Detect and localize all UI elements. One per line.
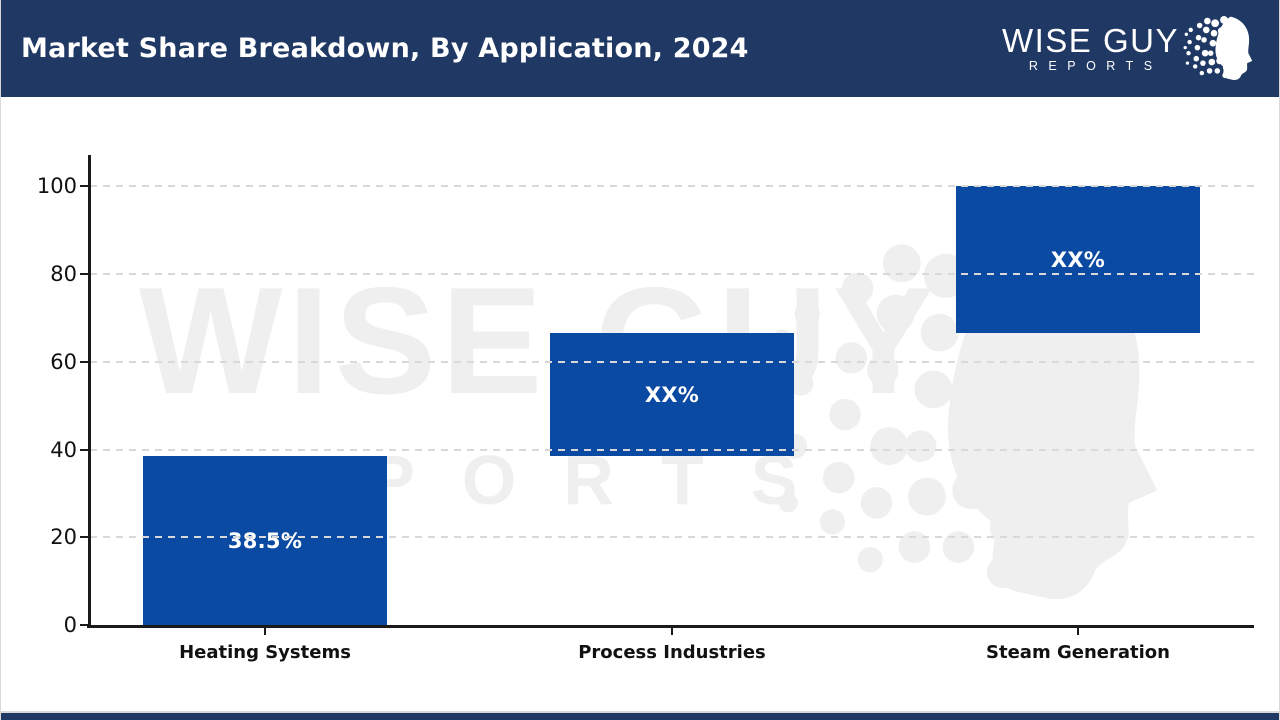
y-tick-mark: [80, 273, 88, 275]
brand-logo: WISE GUY REPORTS: [1002, 14, 1255, 84]
brand-text: WISE GUY REPORTS: [1002, 24, 1179, 73]
y-tick-mark: [80, 185, 88, 188]
gridline-40: [90, 448, 1254, 451]
bar-value-label: XX%: [1050, 247, 1106, 272]
bar-heating-systems: 38.5%: [143, 456, 387, 625]
y-tick-mark: [80, 624, 88, 626]
gridline-20: [90, 536, 1254, 539]
x-axis-category-label: Steam Generation: [986, 642, 1170, 663]
x-tick-mark: [264, 628, 266, 635]
y-tick-label: 0: [63, 613, 77, 637]
bar-process-industries: XX%: [550, 333, 794, 457]
gridline-60: [90, 360, 1254, 363]
header-banner: Market Share Breakdown, By Application, …: [1, 0, 1279, 97]
brand-subtitle: REPORTS: [1028, 59, 1163, 74]
y-tick-label: 60: [50, 349, 77, 374]
x-axis-category-label: Heating Systems: [179, 642, 351, 663]
y-axis-spine: [88, 155, 91, 627]
gridline-80: [90, 273, 1254, 275]
x-axis-category-label: Process Industries: [578, 642, 766, 663]
x-tick-mark: [671, 628, 673, 635]
page-title: Market Share Breakdown, By Application, …: [21, 33, 749, 64]
y-tick-mark: [80, 448, 88, 451]
gridline-100: [90, 185, 1254, 188]
bar-value-label: 38.5%: [227, 528, 303, 553]
x-tick-mark: [1077, 628, 1079, 635]
y-tick-mark: [80, 536, 88, 539]
x-axis-spine: [87, 625, 1254, 628]
wise-guy-head-icon: [1183, 14, 1255, 84]
y-tick-mark: [80, 360, 88, 363]
brand-name: WISE GUY: [1001, 22, 1179, 60]
plot-area: WISE GUY REPORTS 0 20 40 60 80 100 38.5% Heatin…: [1, 97, 1279, 711]
y-tick-label: 40: [50, 437, 77, 462]
y-tick-label: 20: [50, 525, 77, 550]
y-tick-label: 100: [36, 174, 77, 199]
bar-steam-generation: XX%: [956, 186, 1200, 334]
bar-value-label: XX%: [644, 382, 700, 407]
y-tick-label: 80: [50, 262, 77, 286]
footer-bar: [1, 711, 1279, 720]
